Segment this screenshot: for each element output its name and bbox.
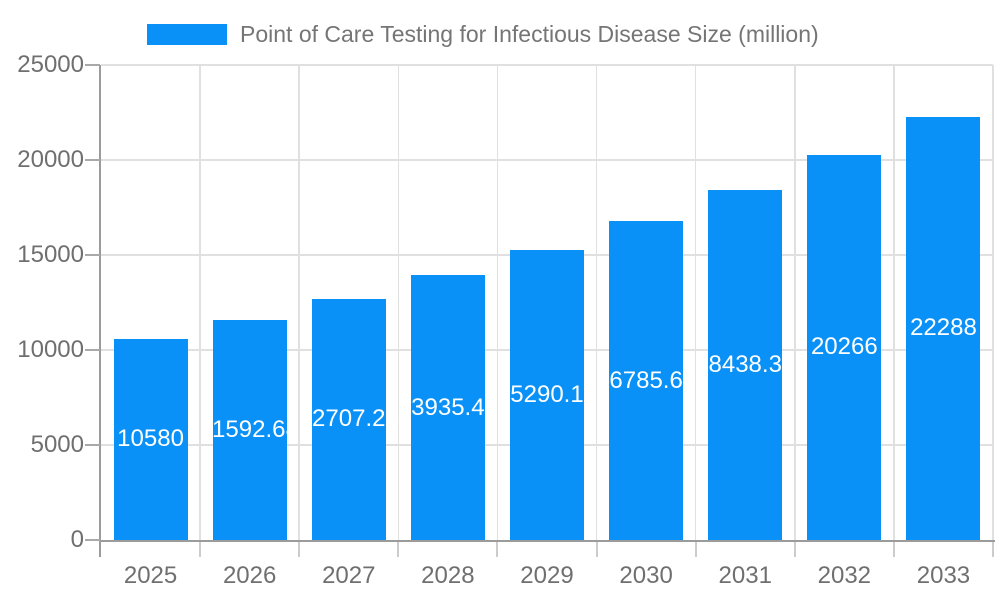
y-axis-label: 5000 [30, 431, 84, 458]
h-gridline [101, 64, 993, 66]
x-axis-tick [496, 542, 499, 557]
v-gridline [794, 65, 796, 540]
y-axis-label: 20000 [17, 146, 84, 173]
x-axis-line [99, 540, 995, 542]
x-axis-tick [397, 542, 400, 557]
v-gridline [893, 65, 895, 540]
y-axis-tick [85, 64, 100, 66]
y-axis-label: 25000 [17, 51, 84, 78]
x-axis-tick [992, 542, 994, 557]
v-gridline [298, 65, 300, 540]
bar-value-label: 10580 [117, 425, 184, 453]
x-axis-label: 2029 [520, 562, 574, 589]
x-axis-tick [298, 542, 301, 557]
x-axis-label: 2032 [817, 562, 872, 589]
bar [708, 189, 783, 540]
x-axis-tick [793, 542, 796, 557]
x-axis-label: 2025 [123, 562, 178, 589]
bar-value-label: 18438.32 [695, 350, 796, 378]
legend-label: Point of Care Testing for Infectious Dis… [240, 21, 819, 47]
bar [113, 338, 188, 540]
x-axis-label: 2030 [619, 562, 673, 589]
legend[interactable]: Point of Care Testing for Infectious Dis… [147, 21, 819, 48]
x-axis-tick [199, 542, 202, 557]
x-axis-label: 2031 [718, 562, 772, 589]
v-gridline [694, 65, 697, 540]
bar [906, 116, 981, 540]
v-gridline [397, 65, 400, 540]
x-axis-tick [595, 542, 598, 557]
bar-value-label: 20266 [810, 333, 878, 361]
bar [311, 298, 386, 540]
bar [609, 221, 684, 540]
x-axis-label: 2026 [222, 562, 277, 589]
x-axis-label: 2033 [916, 562, 971, 589]
v-gridline [199, 65, 201, 540]
h-gridline [101, 159, 993, 161]
x-axis-tick [694, 542, 697, 557]
bar-value-label: 22288 [910, 314, 977, 342]
y-axis-label: 10000 [17, 336, 84, 363]
x-axis-tick [99, 542, 101, 557]
y-axis-tick [85, 444, 100, 446]
y-axis-tick [85, 254, 100, 256]
bar-value-label: 11592.68 [200, 415, 299, 443]
legend-swatch [147, 24, 227, 45]
v-gridline [595, 65, 598, 540]
bar [807, 154, 882, 540]
y-axis-tick [85, 349, 100, 351]
y-axis-tick [85, 159, 100, 161]
bar-value-label: 13935.48 [397, 393, 498, 421]
y-axis-line [99, 65, 101, 540]
x-axis-tick [892, 542, 895, 557]
bar-value-label: 12707.24 [298, 405, 399, 433]
plot-area: 10580 11592.68 12707.24 13935.48 15290.12 167… [101, 64, 994, 540]
bar-value-label: 15290.12 [496, 380, 598, 408]
bar-value-label: 16785.68 [596, 366, 697, 394]
bar [510, 249, 584, 540]
y-axis-label: 0 [70, 526, 84, 553]
v-gridline [992, 65, 994, 540]
v-gridline [496, 65, 499, 540]
y-axis-tick [85, 539, 100, 541]
bar [212, 319, 287, 540]
bar [410, 275, 485, 540]
y-axis-label: 15000 [17, 241, 84, 268]
x-axis-label: 2027 [322, 562, 376, 589]
x-axis-label: 2028 [421, 562, 475, 589]
